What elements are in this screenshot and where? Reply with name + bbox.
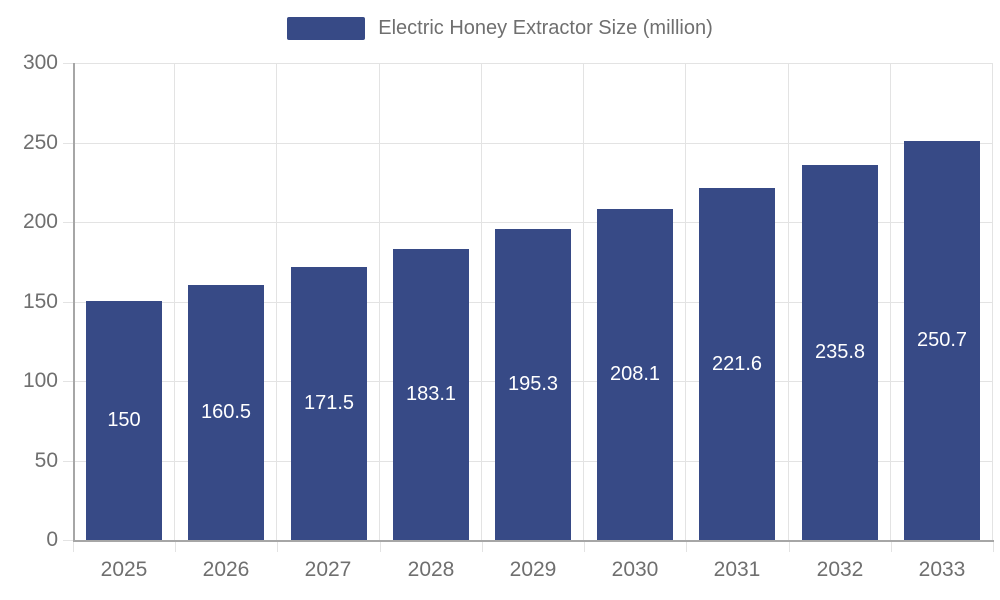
y-tick-label: 200 (22, 210, 58, 233)
x-tick-label-2032: 2032 (816, 558, 864, 581)
bar-2033[interactable]: 250.7 (904, 141, 980, 540)
x-tick-label-2028: 2028 (407, 558, 455, 581)
x-axis-tick (993, 540, 994, 552)
bar-2031[interactable]: 221.6 (699, 188, 775, 540)
x-axis-tick (891, 540, 892, 552)
gridline-y-200 (73, 222, 993, 223)
y-axis-line (73, 63, 75, 541)
bar-2029[interactable]: 195.3 (495, 229, 571, 540)
x-axis-line (73, 540, 994, 542)
x-axis-tick (584, 540, 585, 552)
x-tick-label-2030: 2030 (611, 558, 659, 581)
bar-2027[interactable]: 171.5 (291, 267, 367, 540)
x-tick-label-2033: 2033 (918, 558, 966, 581)
bar-value-label: 221.6 (711, 352, 763, 375)
bar-2028[interactable]: 183.1 (393, 249, 469, 540)
x-axis-tick (277, 540, 278, 552)
y-axis-tick (63, 461, 73, 462)
bar-2030[interactable]: 208.1 (597, 209, 673, 540)
x-axis-tick (175, 540, 176, 552)
x-tick-label-2031: 2031 (713, 558, 761, 581)
y-axis-tick (63, 63, 73, 64)
x-axis-tick (482, 540, 483, 552)
x-tick-label-2026: 2026 (202, 558, 250, 581)
gridline-x-8 (890, 63, 891, 540)
bar-value-label: 235.8 (814, 341, 866, 363)
y-axis-tick (63, 381, 73, 382)
gridline-y-300 (73, 63, 993, 64)
y-axis-tick (63, 540, 73, 541)
gridline-x-7 (788, 63, 789, 540)
bar-value-label: 150 (107, 409, 141, 431)
x-axis-tick (73, 540, 74, 552)
gridline-y-250 (73, 143, 993, 144)
gridline-x-9 (992, 63, 993, 540)
bar-value-label: 160.5 (200, 401, 252, 423)
y-tick-label: 300 (22, 51, 58, 74)
legend-item[interactable]: Electric Honey Extractor Size (million) (0, 17, 1000, 40)
y-tick-label: 250 (22, 131, 58, 154)
x-tick-label-2029: 2029 (509, 558, 557, 581)
bar-2032[interactable]: 235.8 (802, 165, 878, 540)
x-tick-label-2027: 2027 (304, 558, 352, 581)
gridline-x-4 (481, 63, 482, 540)
bar-value-label: 195.3 (507, 373, 559, 395)
legend-swatch (287, 17, 366, 40)
bar-value-label: 183.1 (405, 383, 457, 405)
x-axis-tick (789, 540, 790, 552)
gridline-x-2 (276, 63, 277, 540)
legend-label: Electric Honey Extractor Size (million) (378, 17, 713, 39)
bar-value-label: 250.7 (916, 329, 968, 351)
x-tick-label-2025: 2025 (100, 558, 148, 581)
y-tick-label: 100 (22, 369, 58, 392)
bar-2025[interactable]: 150 (86, 301, 162, 540)
x-axis-tick (686, 540, 687, 552)
bar-value-label: 171.5 (303, 392, 355, 414)
y-tick-label: 150 (22, 290, 58, 313)
bar-2026[interactable]: 160.5 (188, 285, 264, 540)
gridline-x-1 (174, 63, 175, 540)
y-axis-tick (63, 143, 73, 144)
gridline-x-3 (379, 63, 380, 540)
x-axis-tick (380, 540, 381, 552)
y-axis-tick (63, 302, 73, 303)
gridline-x-5 (583, 63, 584, 540)
plot-area: 150 160.5 171.5 183.1 195.3 208.1 221.6 235.8 25… (73, 63, 993, 540)
y-tick-label: 0 (46, 528, 58, 551)
bar-value-label: 208.1 (609, 363, 661, 385)
y-tick-label: 50 (34, 449, 58, 472)
gridline-x-6 (685, 63, 686, 540)
y-axis-tick (63, 222, 73, 223)
